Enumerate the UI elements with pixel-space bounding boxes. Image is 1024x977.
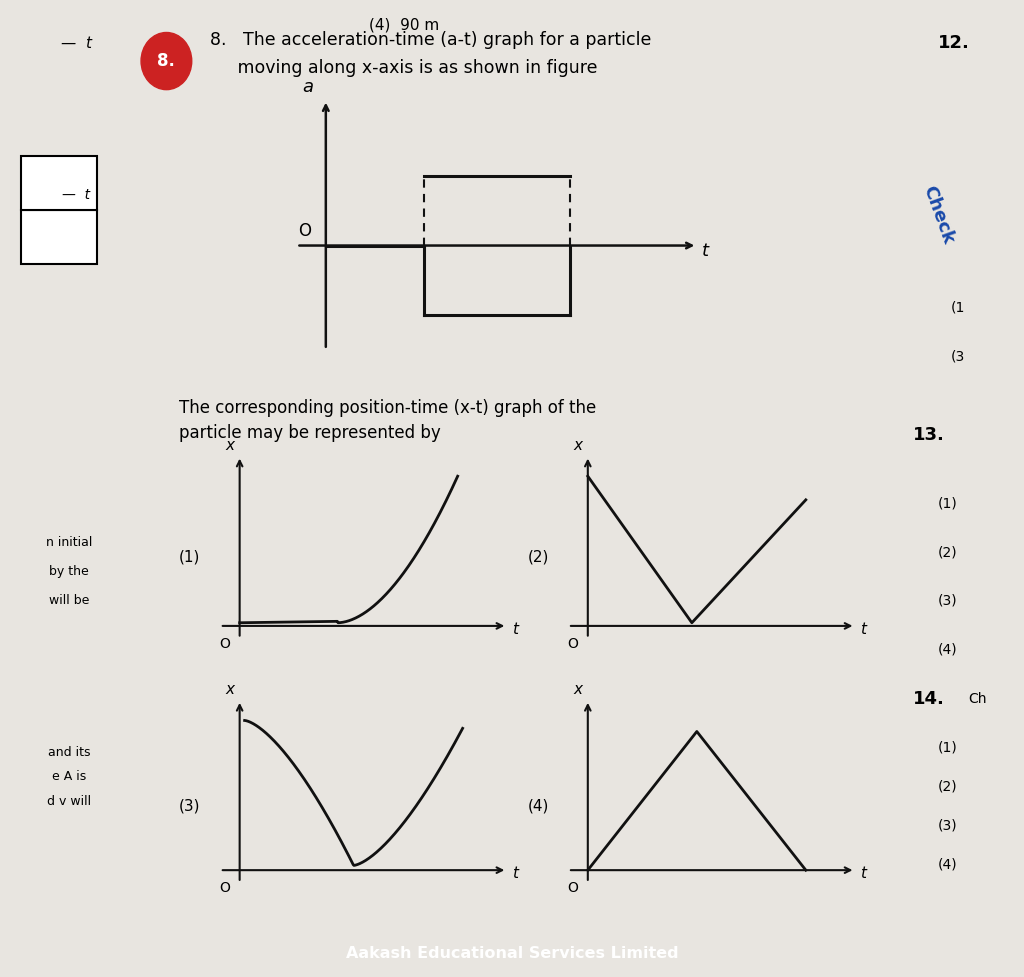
Text: t: t bbox=[860, 866, 866, 881]
Text: (2): (2) bbox=[938, 780, 957, 793]
Text: d v will: d v will bbox=[47, 794, 91, 808]
Text: 8.   The acceleration-time (a-t) graph for a particle: 8. The acceleration-time (a-t) graph for… bbox=[210, 31, 651, 49]
Text: moving along x-axis is as shown in figure: moving along x-axis is as shown in figur… bbox=[210, 59, 597, 76]
Text: (2): (2) bbox=[938, 545, 957, 559]
Text: by the: by the bbox=[49, 565, 89, 578]
Text: (4): (4) bbox=[938, 643, 957, 657]
Text: (4): (4) bbox=[527, 798, 549, 814]
Text: (2): (2) bbox=[527, 549, 549, 565]
Text: t: t bbox=[860, 621, 866, 637]
Text: will be: will be bbox=[49, 594, 89, 608]
Text: (1): (1) bbox=[179, 549, 201, 565]
Text: O: O bbox=[298, 222, 311, 240]
Text: x: x bbox=[225, 438, 234, 452]
Text: n initial: n initial bbox=[46, 535, 92, 549]
Text: x: x bbox=[573, 682, 583, 697]
Circle shape bbox=[141, 32, 191, 90]
Text: particle may be represented by: particle may be represented by bbox=[179, 424, 441, 442]
Text: (3: (3 bbox=[950, 350, 965, 363]
Text: (1: (1 bbox=[950, 301, 965, 315]
Text: O: O bbox=[219, 637, 230, 651]
Text: (1): (1) bbox=[938, 496, 957, 510]
Text: Aakash Educational Services Limited: Aakash Educational Services Limited bbox=[346, 946, 678, 961]
Text: (4): (4) bbox=[938, 858, 957, 871]
Text: O: O bbox=[567, 881, 579, 895]
Text: Check: Check bbox=[920, 184, 957, 246]
Text: O: O bbox=[567, 637, 579, 651]
Text: a: a bbox=[303, 78, 313, 97]
Bar bbox=[20, 210, 97, 264]
Text: x: x bbox=[225, 682, 234, 697]
Text: (1): (1) bbox=[938, 741, 957, 754]
Text: O: O bbox=[219, 881, 230, 895]
Text: t: t bbox=[512, 621, 518, 637]
Text: 13.: 13. bbox=[913, 426, 945, 444]
Text: (3): (3) bbox=[179, 798, 201, 814]
Text: 8.: 8. bbox=[158, 52, 175, 70]
Text: The corresponding position-time (x-t) graph of the: The corresponding position-time (x-t) gr… bbox=[179, 399, 596, 416]
Text: Ch: Ch bbox=[969, 692, 987, 705]
Text: and its: and its bbox=[48, 745, 90, 759]
Text: t: t bbox=[702, 242, 710, 260]
Text: x: x bbox=[573, 438, 583, 452]
Text: 12.: 12. bbox=[938, 34, 970, 52]
Text: —  t: — t bbox=[60, 36, 91, 52]
Bar bbox=[20, 156, 97, 210]
Text: (3): (3) bbox=[938, 819, 957, 832]
Text: e A is: e A is bbox=[52, 770, 86, 784]
Text: t: t bbox=[512, 866, 518, 881]
Text: (4)  90 m: (4) 90 m bbox=[369, 18, 439, 32]
Text: —  t: — t bbox=[62, 189, 90, 202]
Text: 14.: 14. bbox=[913, 690, 945, 707]
Text: (3): (3) bbox=[938, 594, 957, 608]
